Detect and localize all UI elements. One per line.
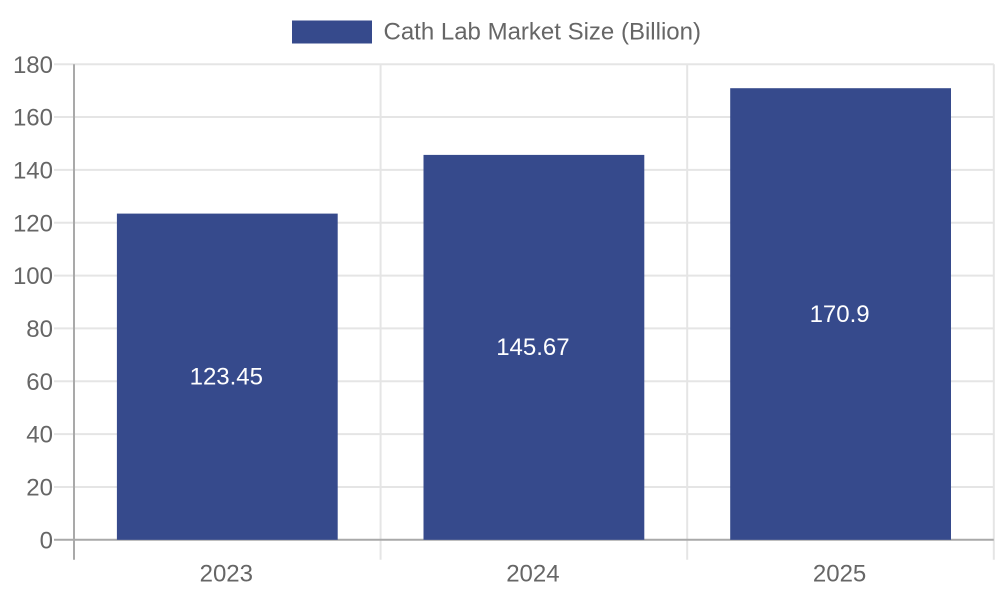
svg-text:2023: 2023 bbox=[200, 561, 253, 588]
svg-text:145.67: 145.67 bbox=[496, 334, 569, 361]
svg-text:40: 40 bbox=[26, 422, 53, 449]
svg-text:60: 60 bbox=[26, 369, 53, 396]
svg-text:80: 80 bbox=[26, 316, 53, 343]
svg-text:180: 180 bbox=[13, 52, 53, 79]
svg-text:123.45: 123.45 bbox=[190, 363, 263, 390]
svg-text:100: 100 bbox=[13, 263, 53, 290]
svg-text:Cath Lab Market Size (Billion): Cath Lab Market Size (Billion) bbox=[384, 18, 701, 45]
svg-text:2024: 2024 bbox=[506, 561, 559, 588]
svg-text:0: 0 bbox=[40, 527, 53, 554]
svg-text:20: 20 bbox=[26, 475, 53, 502]
svg-text:170.9: 170.9 bbox=[810, 301, 870, 328]
svg-text:2025: 2025 bbox=[813, 561, 866, 588]
svg-text:140: 140 bbox=[13, 158, 53, 185]
svg-text:120: 120 bbox=[13, 210, 53, 237]
svg-text:160: 160 bbox=[13, 105, 53, 132]
